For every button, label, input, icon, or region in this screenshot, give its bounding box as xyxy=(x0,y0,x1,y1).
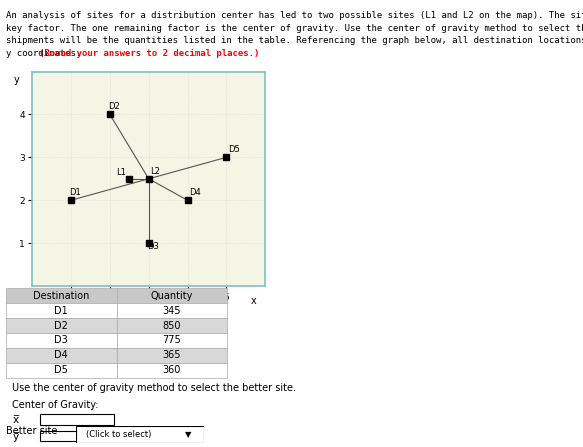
Text: D1: D1 xyxy=(69,188,80,197)
Text: Center of Gravity:: Center of Gravity: xyxy=(12,400,98,410)
Text: Use the center of gravity method to select the better site.: Use the center of gravity method to sele… xyxy=(12,383,296,393)
Text: y: y xyxy=(13,75,19,85)
Text: D2: D2 xyxy=(108,102,120,111)
Text: (Click to select): (Click to select) xyxy=(86,430,152,439)
Text: ▼: ▼ xyxy=(185,430,192,439)
Text: 0: 0 xyxy=(19,290,25,299)
Text: key factor. The one remaining factor is the center of gravity. Use the center of: key factor. The one remaining factor is … xyxy=(6,24,583,33)
Text: y̅: y̅ xyxy=(13,432,19,442)
Text: (Round your answers to 2 decimal places.): (Round your answers to 2 decimal places.… xyxy=(40,49,260,58)
Text: D4: D4 xyxy=(189,188,201,197)
Text: x̅: x̅ xyxy=(13,415,19,425)
FancyBboxPatch shape xyxy=(40,431,114,442)
Text: x: x xyxy=(251,296,257,306)
Text: Better site: Better site xyxy=(6,426,57,436)
Text: D5: D5 xyxy=(229,145,240,154)
Text: y coordinates.: y coordinates. xyxy=(6,49,86,58)
Text: shipments will be the quantities listed in the table. Referencing the graph belo: shipments will be the quantities listed … xyxy=(6,36,583,45)
Text: L2: L2 xyxy=(150,167,160,176)
Text: L1: L1 xyxy=(115,168,125,177)
FancyBboxPatch shape xyxy=(76,426,204,443)
Text: An analysis of sites for a distribution center has led to two possible sites (L1: An analysis of sites for a distribution … xyxy=(6,11,583,20)
FancyBboxPatch shape xyxy=(40,414,114,425)
Text: D3: D3 xyxy=(147,242,159,251)
